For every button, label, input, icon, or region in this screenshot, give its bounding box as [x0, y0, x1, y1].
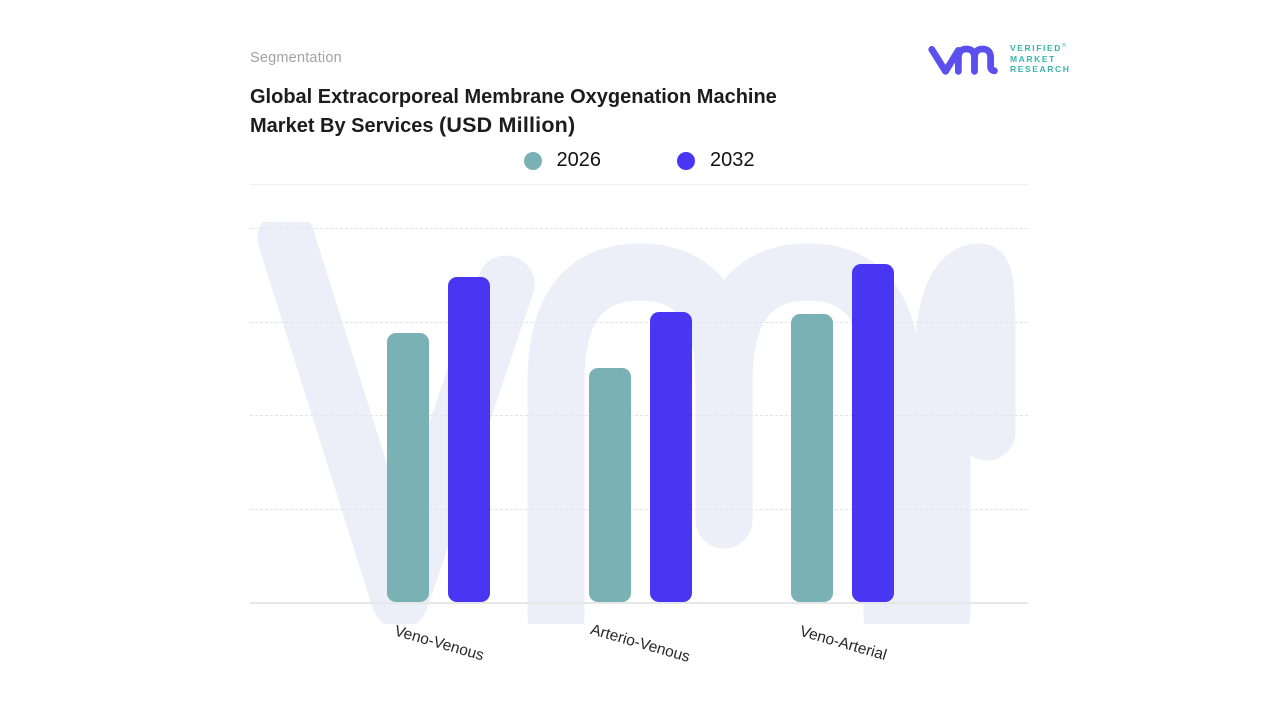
- category-label-veno-venous: Veno-Venous: [391, 622, 486, 665]
- legend-label-2026: 2026: [556, 149, 602, 171]
- chart-title-line2-text: Market By Services: [250, 115, 434, 137]
- chart-title: Global Extracorporeal Membrane Oxygenati…: [250, 83, 890, 140]
- legend-dot-2026: [523, 151, 542, 170]
- gridline-75: [250, 321, 1028, 323]
- vmr-monogram-icon: [928, 45, 998, 75]
- category-label-arterio-venous: Arterio-Venous: [588, 621, 692, 666]
- gridline-100: [250, 228, 1028, 229]
- legend-item-2032: 2032: [677, 149, 755, 172]
- chart-title-line1: Global Extracorporeal Membrane Oxygenati…: [250, 86, 777, 108]
- gridline-50: [250, 415, 1028, 416]
- section-label: Segmentation: [250, 50, 342, 66]
- legend-dot-2032: [677, 151, 695, 170]
- vmr-logo-text-line3: RESEARCH: [1010, 64, 1071, 75]
- bar-2032-veno-arterial: [852, 263, 894, 602]
- vmr-logo: VERIFIED® MARKET RESEARCH: [928, 38, 1071, 78]
- vmr-logo-text: VERIFIED® MARKET RESEARCH: [1010, 41, 1071, 74]
- vmr-logo-text-line2: MARKET: [1010, 53, 1056, 64]
- bar-2026-veno-venous: [387, 332, 429, 602]
- header-divider: [250, 184, 1028, 185]
- bar-2032-veno-venous: [448, 276, 490, 602]
- vmr-watermark-icon: [257, 222, 1016, 624]
- x-axis-line: [250, 602, 1028, 604]
- legend-item-2026: 2026: [523, 149, 602, 172]
- vmr-logo-text-line1: VERIFIED®: [1010, 41, 1071, 53]
- bar-2032-arterio-venous: [649, 312, 692, 602]
- brand-word-verified: VERIFIED: [1010, 43, 1063, 54]
- legend-label-2032: 2032: [710, 149, 755, 171]
- plot-area: Veno-Venous Arterio-Venous Veno-Arterial: [250, 186, 1028, 716]
- chart-legend: 2026 2032: [250, 149, 1028, 172]
- registered-trademark-icon: ®: [1062, 43, 1067, 50]
- bar-2026-arterio-venous: [588, 368, 631, 602]
- category-label-veno-arterial: Veno-Arterial: [797, 622, 889, 665]
- bar-2026-veno-arterial: [791, 314, 833, 602]
- chart-title-line2: Market By Services (USD Million): [250, 111, 890, 140]
- gridline-25: [250, 508, 1028, 510]
- chart-title-unit: (USD Million): [439, 113, 576, 137]
